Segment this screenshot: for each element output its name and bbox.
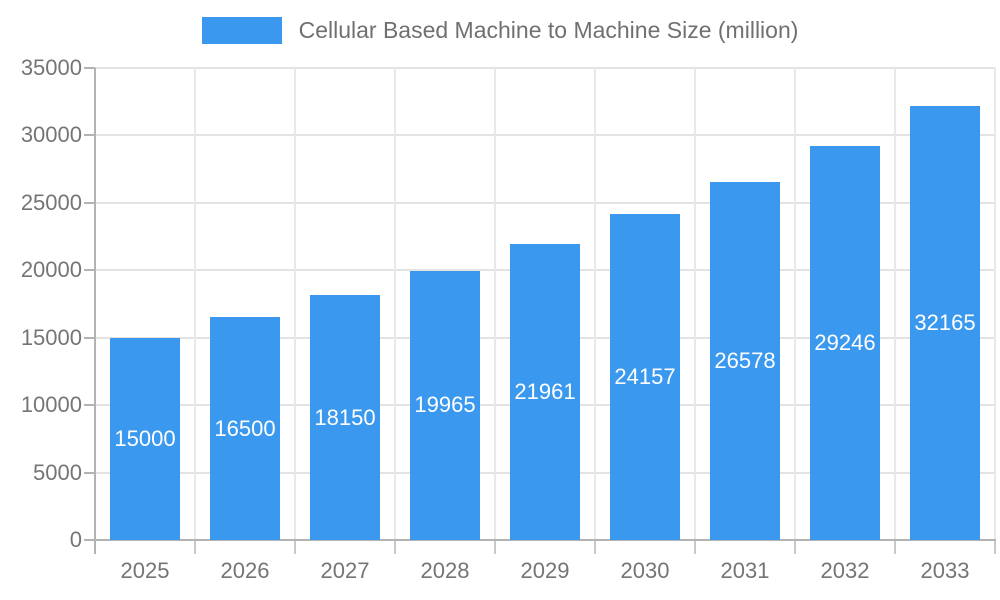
bar-value-label: 16500 [214,415,276,441]
bar[interactable] [410,270,480,540]
legend-item[interactable]: Cellular Based Machine to Machine Size (… [0,17,1000,44]
y-tick-label: 30000 [20,122,82,148]
x-tick-label: 2026 [220,558,270,583]
bar[interactable] [910,106,980,540]
y-tick-label: 5000 [33,459,82,485]
bar-value-label: 24157 [614,364,676,390]
gridline-horizontal [95,67,995,69]
y-axis-tick [84,539,95,541]
bar[interactable] [210,317,280,540]
y-axis-tick [84,269,95,272]
x-axis-tick [294,540,296,554]
y-tick-label: 35000 [20,55,82,80]
x-axis-tick [394,540,396,554]
gridline-horizontal [95,134,995,137]
gridline-vertical [194,68,196,540]
bar-value-label: 29246 [814,329,876,355]
bar-value-label: 21961 [514,378,576,404]
bar[interactable] [810,145,880,540]
y-axis-tick [84,201,95,204]
y-tick-label: 10000 [20,392,82,418]
y-axis-line [94,68,96,554]
gridline-vertical [994,68,996,540]
bar[interactable] [110,337,180,540]
x-tick-label: 2028 [420,558,470,583]
x-tick-label: 2027 [320,558,370,583]
y-axis-tick [84,336,95,339]
y-tick-label: 15000 [20,324,82,350]
x-axis-tick [994,540,996,554]
x-tick-label: 2031 [720,558,770,583]
bar[interactable] [510,243,580,540]
y-axis-tick [84,471,95,474]
x-axis-tick [494,540,496,554]
x-tick-label: 2025 [120,558,170,583]
x-axis-tick [694,540,696,554]
gridline-vertical [594,68,596,540]
y-tick-label: 25000 [20,189,82,215]
x-axis-tick [194,540,196,554]
bar-value-label: 18150 [314,404,376,430]
bar-value-label: 32165 [914,310,976,336]
y-tick-label: 0 [69,527,82,552]
y-axis-tick [84,404,95,407]
x-tick-label: 2030 [620,558,670,583]
gridline-vertical [494,68,496,540]
y-axis-tick [84,134,95,137]
gridline-vertical [794,68,796,540]
gridline-horizontal [95,201,995,204]
x-tick-label: 2033 [920,558,970,583]
bar[interactable] [710,181,780,540]
gridline-vertical [894,68,896,540]
y-tick-label: 20000 [20,257,82,283]
x-axis-tick [594,540,596,554]
legend-label: Cellular Based Machine to Machine Size (… [298,17,799,43]
x-axis-tick [794,540,796,554]
gridline-vertical [694,68,696,540]
bar-value-label: 26578 [714,347,776,373]
x-axis-line [94,539,996,541]
bar[interactable] [610,214,680,540]
x-tick-label: 2029 [520,558,570,583]
y-axis-tick [84,67,95,69]
bar-value-label: 19965 [414,392,476,418]
x-axis-tick [894,540,896,554]
x-tick-label: 2032 [820,558,870,583]
bar[interactable] [310,295,380,540]
legend-swatch-icon [201,17,282,44]
gridline-vertical [394,68,396,540]
bar-value-label: 15000 [114,425,176,451]
gridline-vertical [294,68,296,540]
